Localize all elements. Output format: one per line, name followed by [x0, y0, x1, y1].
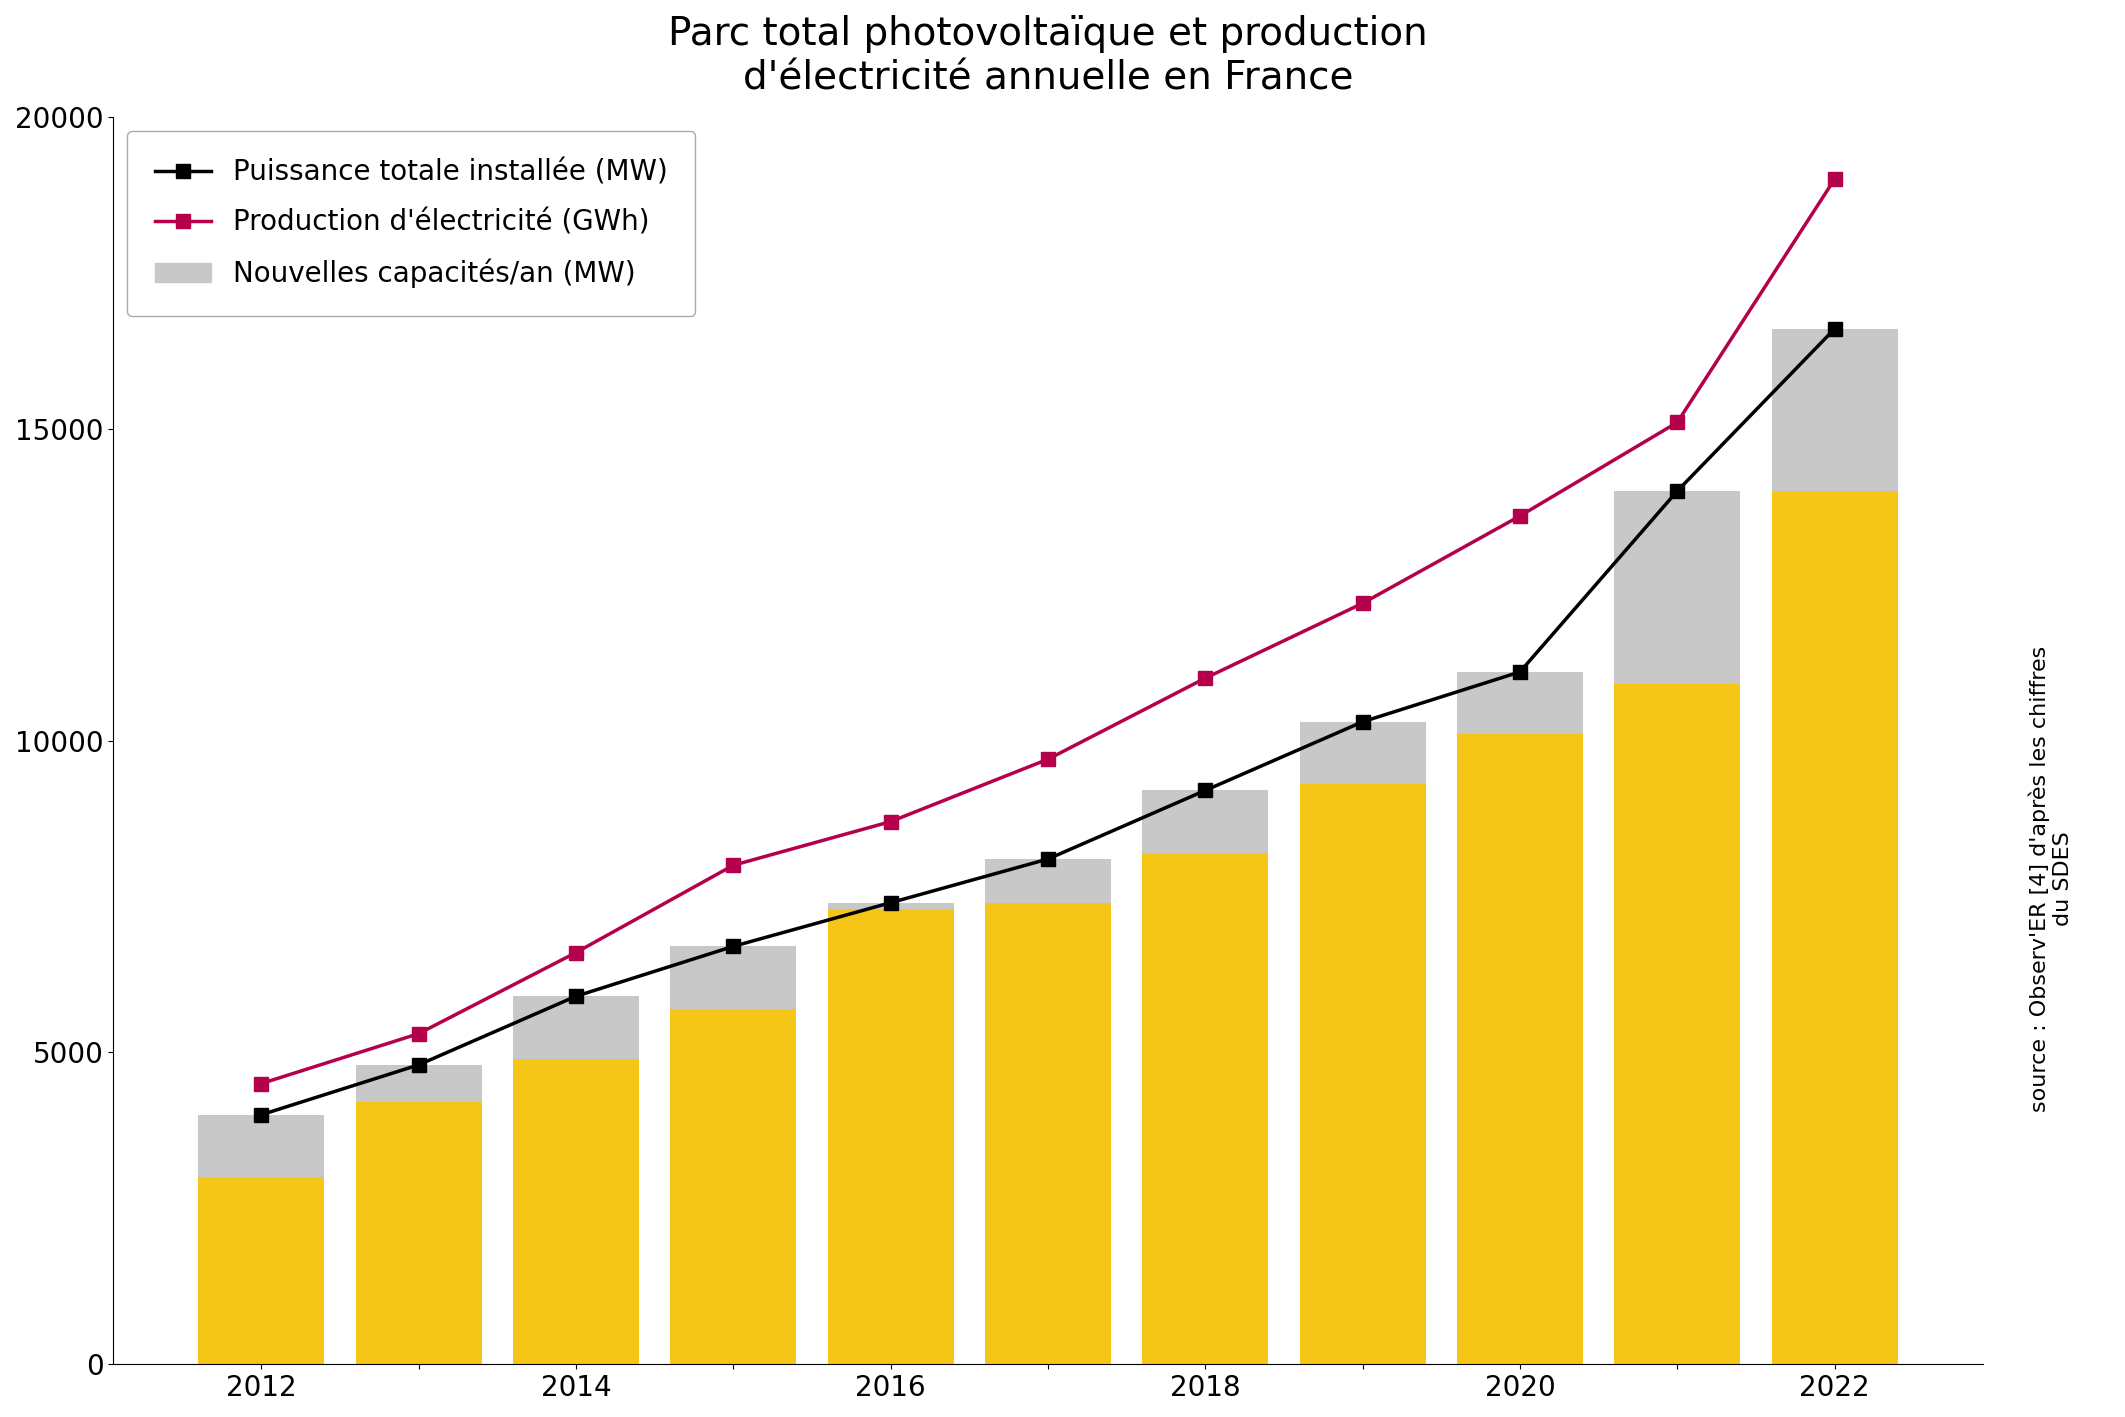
Bar	[355, 1066, 482, 1102]
Production d'électricité (GWh)	[1507, 507, 1532, 524]
Text: source : Observ'ER [4] d'après les chiffres
du SDES: source : Observ'ER [4] d'après les chiff…	[2027, 645, 2074, 1112]
Line: Puissance totale installée (MW): Puissance totale installée (MW)	[255, 322, 1842, 1122]
Bar	[1300, 721, 1426, 784]
Production d'électricité (GWh)	[563, 944, 589, 961]
Bar	[512, 996, 640, 1058]
Legend: Puissance totale installée (MW), Production d'électricité (GWh), Nouvelles capac: Puissance totale installée (MW), Product…	[128, 130, 695, 316]
Bar	[827, 903, 954, 908]
Bar	[1143, 791, 1269, 853]
Bar	[669, 947, 797, 1009]
Production d'électricité (GWh)	[720, 857, 746, 874]
Puissance totale installée (MW)	[1349, 713, 1375, 730]
Bar	[669, 1009, 797, 1365]
Bar	[355, 1102, 482, 1365]
Production d'électricité (GWh)	[1821, 170, 1847, 187]
Bar	[198, 1115, 325, 1178]
Production d'électricité (GWh)	[1664, 414, 1689, 431]
Production d'électricité (GWh)	[249, 1076, 274, 1093]
Bar	[1458, 672, 1583, 734]
Bar	[1143, 853, 1269, 1365]
Puissance totale installée (MW)	[406, 1057, 431, 1074]
Puissance totale installée (MW)	[1507, 663, 1532, 680]
Bar	[1458, 734, 1583, 1365]
Puissance totale installée (MW)	[249, 1107, 274, 1124]
Title: Parc total photovoltaïque et production
d'électricité annuelle en France: Parc total photovoltaïque et production …	[667, 16, 1428, 96]
Bar	[1772, 329, 1898, 492]
Bar	[1615, 684, 1740, 1365]
Production d'électricité (GWh)	[1349, 595, 1375, 612]
Line: Production d'électricité (GWh): Production d'électricité (GWh)	[255, 173, 1842, 1091]
Puissance totale installée (MW)	[563, 988, 589, 1005]
Puissance totale installée (MW)	[1192, 782, 1218, 799]
Bar	[1772, 492, 1898, 1365]
Bar	[827, 908, 954, 1365]
Production d'électricité (GWh)	[406, 1024, 431, 1041]
Production d'électricité (GWh)	[878, 813, 903, 830]
Puissance totale installée (MW)	[1035, 850, 1060, 867]
Bar	[1615, 492, 1740, 684]
Production d'électricité (GWh)	[1192, 670, 1218, 687]
Bar	[986, 859, 1111, 903]
Bar	[1300, 784, 1426, 1365]
Bar	[198, 1178, 325, 1365]
Bar	[986, 903, 1111, 1365]
Production d'électricité (GWh)	[1035, 751, 1060, 768]
Puissance totale installée (MW)	[878, 894, 903, 911]
Puissance totale installée (MW)	[720, 938, 746, 955]
Puissance totale installée (MW)	[1821, 320, 1847, 337]
Bar	[512, 1058, 640, 1365]
Puissance totale installée (MW)	[1664, 483, 1689, 500]
